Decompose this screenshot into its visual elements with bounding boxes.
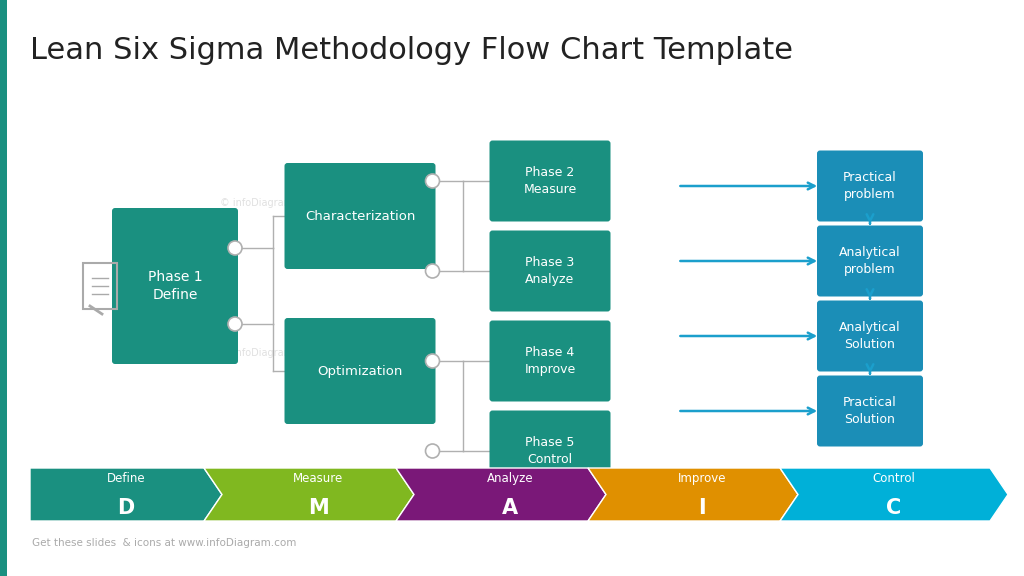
FancyBboxPatch shape: [817, 376, 923, 446]
Text: Improve: Improve: [678, 472, 726, 485]
Text: C: C: [887, 498, 901, 518]
Text: Phase 5
Control: Phase 5 Control: [525, 436, 574, 466]
Text: Define: Define: [106, 472, 145, 485]
Text: A: A: [502, 498, 518, 518]
Bar: [0, 0, 7, 576]
FancyBboxPatch shape: [285, 163, 435, 269]
Text: D: D: [118, 498, 134, 518]
Text: Measure: Measure: [293, 472, 343, 485]
Text: Get these slides  & icons at www.infoDiagram.com: Get these slides & icons at www.infoDiag…: [32, 538, 296, 548]
Text: Phase 3
Analyze: Phase 3 Analyze: [525, 256, 574, 286]
Circle shape: [426, 174, 439, 188]
Polygon shape: [30, 468, 222, 521]
FancyBboxPatch shape: [817, 301, 923, 372]
Polygon shape: [204, 468, 414, 521]
Circle shape: [426, 444, 439, 458]
Text: Phase 4
Improve: Phase 4 Improve: [524, 346, 575, 376]
Text: Lean Six Sigma Methodology Flow Chart Template: Lean Six Sigma Methodology Flow Chart Te…: [30, 36, 793, 65]
FancyBboxPatch shape: [489, 230, 610, 312]
Circle shape: [228, 241, 242, 255]
FancyBboxPatch shape: [817, 150, 923, 222]
Circle shape: [426, 354, 439, 368]
Text: © infoDiagram.com: © infoDiagram.com: [220, 198, 316, 208]
Text: Control: Control: [872, 472, 915, 485]
Text: Phase 1
Define: Phase 1 Define: [147, 270, 203, 302]
Polygon shape: [588, 468, 798, 521]
Text: © infoDiagram.com: © infoDiagram.com: [220, 348, 316, 358]
Text: Phase 2
Measure: Phase 2 Measure: [523, 166, 577, 196]
Text: M: M: [307, 498, 329, 518]
Text: Practical
problem: Practical problem: [843, 171, 897, 201]
Text: Characterization: Characterization: [305, 210, 415, 222]
FancyBboxPatch shape: [489, 411, 610, 491]
Text: Analytical
problem: Analytical problem: [840, 246, 901, 276]
Text: I: I: [698, 498, 706, 518]
FancyBboxPatch shape: [817, 225, 923, 297]
FancyBboxPatch shape: [489, 320, 610, 401]
Circle shape: [228, 317, 242, 331]
Text: Analyze: Analyze: [486, 472, 534, 485]
Text: Optimization: Optimization: [317, 365, 402, 377]
Polygon shape: [396, 468, 606, 521]
Text: Practical
Solution: Practical Solution: [843, 396, 897, 426]
Polygon shape: [780, 468, 1008, 521]
Text: Analytical
Solution: Analytical Solution: [840, 321, 901, 351]
FancyBboxPatch shape: [285, 318, 435, 424]
FancyBboxPatch shape: [112, 208, 238, 364]
Circle shape: [426, 264, 439, 278]
FancyBboxPatch shape: [489, 141, 610, 222]
